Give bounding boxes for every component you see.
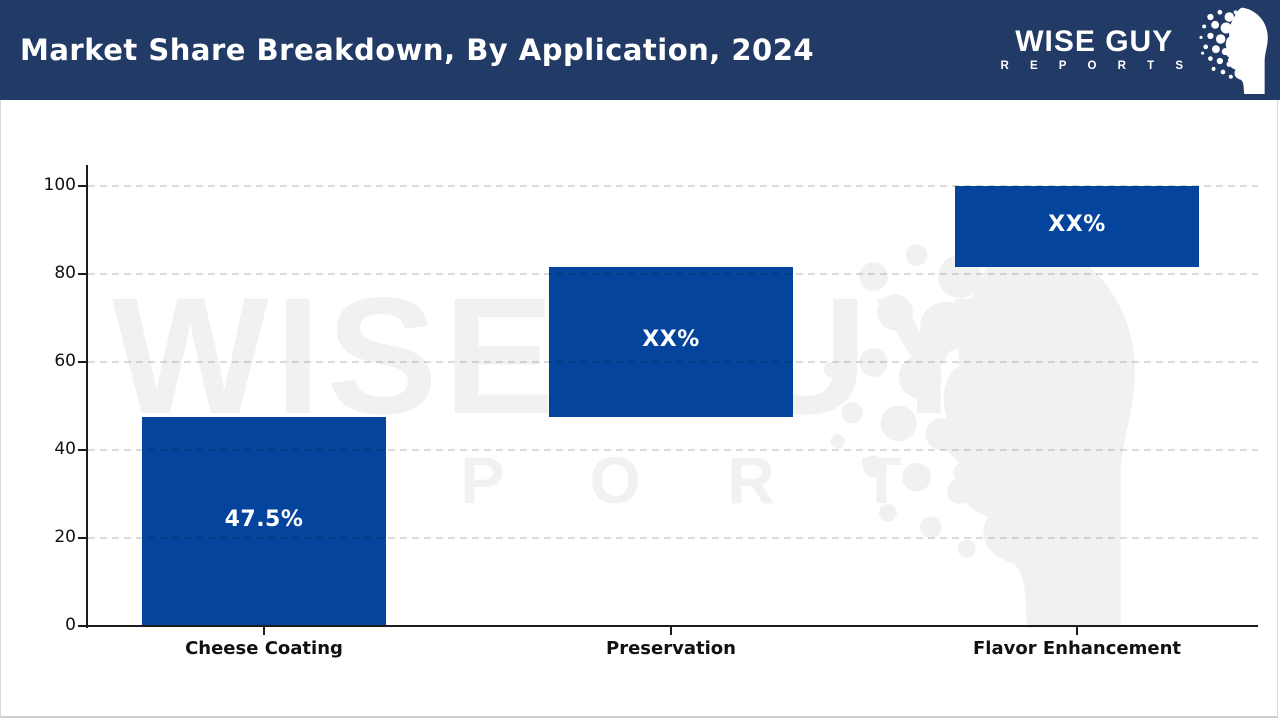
y-tick-mark — [78, 185, 88, 187]
bar-segment — [549, 267, 793, 417]
logo-text: WISE GUY R E P O R T S — [996, 27, 1192, 73]
y-gridline — [88, 361, 1258, 363]
logo-brand-text: WISE GUY — [1015, 25, 1174, 59]
y-tick-label: 20 — [54, 527, 76, 547]
y-tick-mark — [78, 537, 88, 539]
header-band: Market Share Breakdown, By Application, … — [0, 0, 1280, 100]
x-category-label: Cheese Coating — [185, 638, 343, 659]
y-tick-label: 100 — [43, 175, 76, 195]
y-axis-line — [86, 165, 88, 628]
y-tick-label: 0 — [65, 615, 76, 635]
watermark-face-icon — [823, 233, 1135, 628]
y-gridline — [88, 449, 1258, 451]
x-category-label: Flavor Enhancement — [972, 638, 1181, 659]
y-tick-mark — [78, 361, 88, 363]
x-axis-line — [86, 625, 1258, 627]
y-gridline — [88, 273, 1258, 275]
y-tick-label: 40 — [54, 439, 76, 459]
bar-value-label: XX% — [642, 327, 700, 353]
wise-guy-reports-logo: WISE GUY R E P O R T S — [996, 0, 1274, 100]
bar-segment — [142, 417, 386, 626]
y-tick-mark — [78, 625, 88, 627]
y-tick-label: 80 — [54, 263, 76, 283]
x-tick-mark — [1076, 627, 1078, 635]
page-title: Market Share Breakdown, By Application, … — [20, 33, 815, 67]
y-gridline — [88, 537, 1258, 539]
y-tick-mark — [78, 273, 88, 275]
bar-value-label: 47.5% — [224, 506, 304, 532]
bar-value-label: XX% — [1048, 211, 1106, 237]
logo-sub-text: R E P O R T S — [1000, 60, 1192, 73]
face-profile-icon — [1199, 7, 1268, 94]
y-tick-mark — [78, 449, 88, 451]
x-tick-mark — [263, 627, 265, 635]
bar-segment — [955, 186, 1199, 268]
x-tick-mark — [670, 627, 672, 635]
y-gridline — [88, 185, 1258, 187]
x-category-label: Preservation — [606, 638, 736, 659]
y-tick-label: 60 — [54, 351, 76, 371]
